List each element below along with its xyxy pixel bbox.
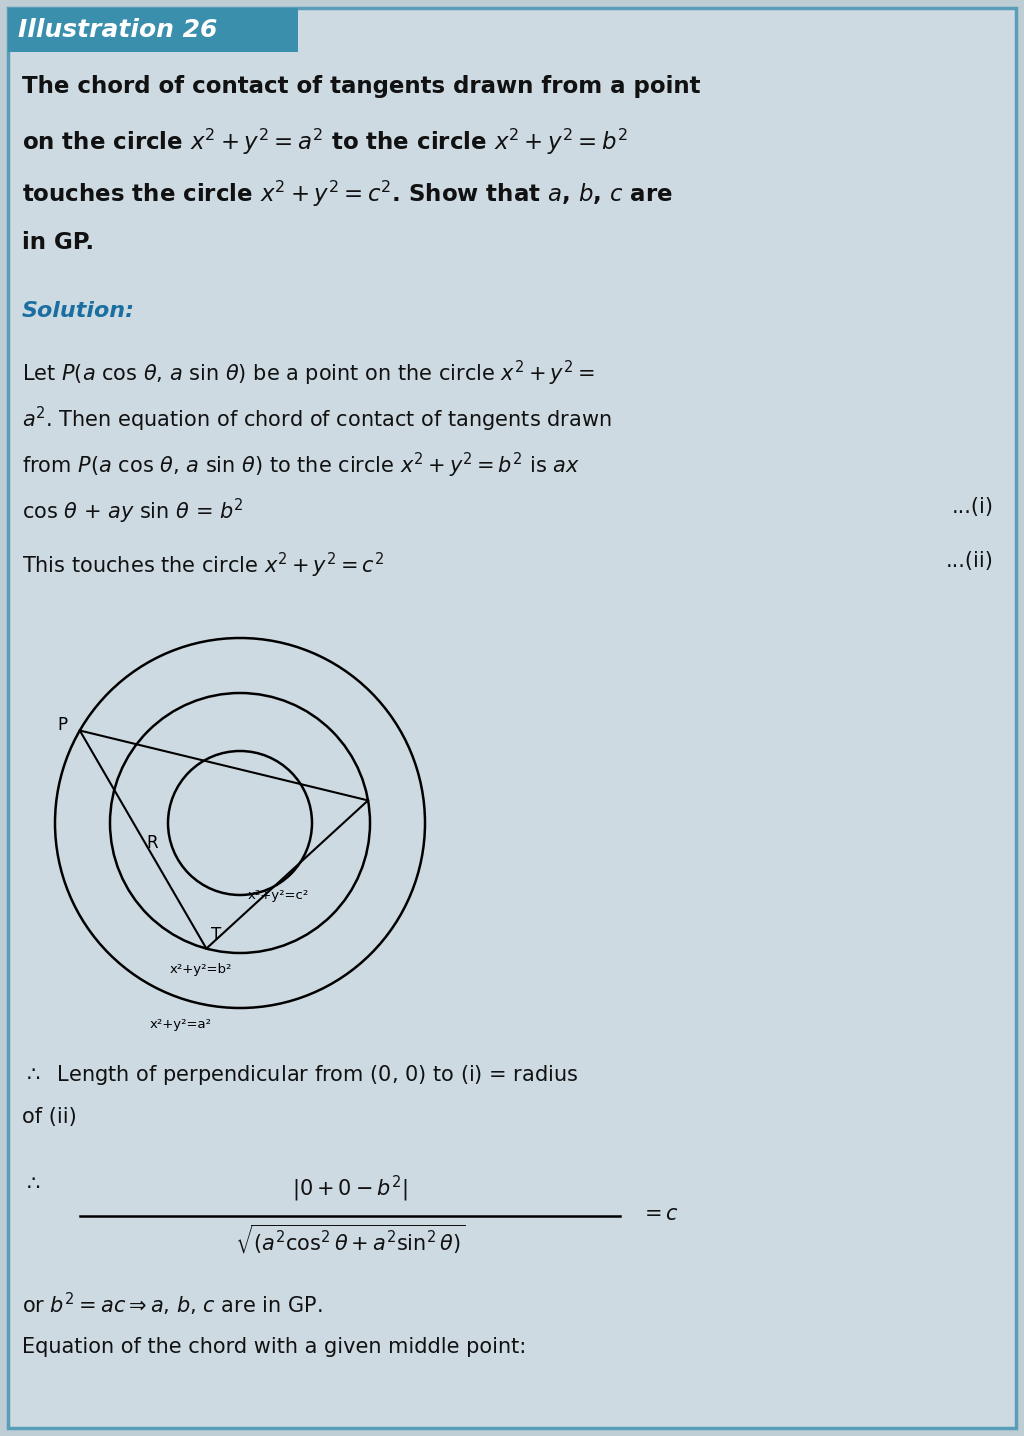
- Text: touches the circle $x^2 + y^2 = c^2$. Show that $a$, $b$, $c$ are: touches the circle $x^2 + y^2 = c^2$. Sh…: [22, 180, 673, 210]
- Text: $|0 + 0 - b^2|$: $|0 + 0 - b^2|$: [292, 1175, 408, 1205]
- Text: Illustration 26: Illustration 26: [18, 19, 217, 42]
- Text: on the circle $x^2 + y^2 = a^2$ to the circle $x^2 + y^2 = b^2$: on the circle $x^2 + y^2 = a^2$ to the c…: [22, 126, 628, 157]
- Text: ...(ii): ...(ii): [946, 551, 994, 572]
- Text: T: T: [211, 926, 221, 943]
- Bar: [8, 9, 298, 52]
- Text: in GP.: in GP.: [22, 231, 94, 254]
- Text: Equation of the chord with a given middle point:: Equation of the chord with a given middl…: [22, 1337, 526, 1357]
- Text: ...(i): ...(i): [952, 497, 994, 517]
- Text: $\therefore$: $\therefore$: [22, 1172, 40, 1192]
- Text: $\therefore$  Length of perpendicular from (0, 0) to (i) = radius: $\therefore$ Length of perpendicular fro…: [22, 1063, 579, 1087]
- Text: x²+y²=b²: x²+y²=b²: [170, 964, 232, 976]
- Text: x²+y²=c²: x²+y²=c²: [248, 889, 309, 902]
- Text: cos $\theta$ + $ay$ sin $\theta$ = $b^2$: cos $\theta$ + $ay$ sin $\theta$ = $b^2$: [22, 497, 244, 526]
- Text: x²+y²=a²: x²+y²=a²: [150, 1018, 212, 1031]
- Text: R: R: [146, 833, 159, 852]
- Text: or $b^2 = ac \Rightarrow a$, $b$, $c$ are in GP.: or $b^2 = ac \Rightarrow a$, $b$, $c$ ar…: [22, 1291, 323, 1318]
- Text: $\sqrt{(a^2 \cos^2 \theta + a^2 \sin^2 \theta)}$: $\sqrt{(a^2 \cos^2 \theta + a^2 \sin^2 \…: [234, 1222, 465, 1255]
- Text: Let $P(a$ cos $\theta$, $a$ sin $\theta)$ be a point on the circle $x^2 + y^2 =$: Let $P(a$ cos $\theta$, $a$ sin $\theta)…: [22, 359, 595, 388]
- Text: The chord of contact of tangents drawn from a point: The chord of contact of tangents drawn f…: [22, 75, 700, 98]
- Text: $a^2$. Then equation of chord of contact of tangents drawn: $a^2$. Then equation of chord of contact…: [22, 405, 611, 434]
- Text: P: P: [57, 717, 68, 734]
- Text: This touches the circle $x^2 + y^2 = c^2$: This touches the circle $x^2 + y^2 = c^2…: [22, 551, 384, 580]
- Text: Solution:: Solution:: [22, 302, 135, 322]
- Text: of (ii): of (ii): [22, 1107, 77, 1127]
- Text: $= c$: $= c$: [640, 1203, 679, 1223]
- Text: from $P(a$ cos $\theta$, $a$ sin $\theta)$ to the circle $x^2 + y^2 = b^2$ is $a: from $P(a$ cos $\theta$, $a$ sin $\theta…: [22, 451, 580, 480]
